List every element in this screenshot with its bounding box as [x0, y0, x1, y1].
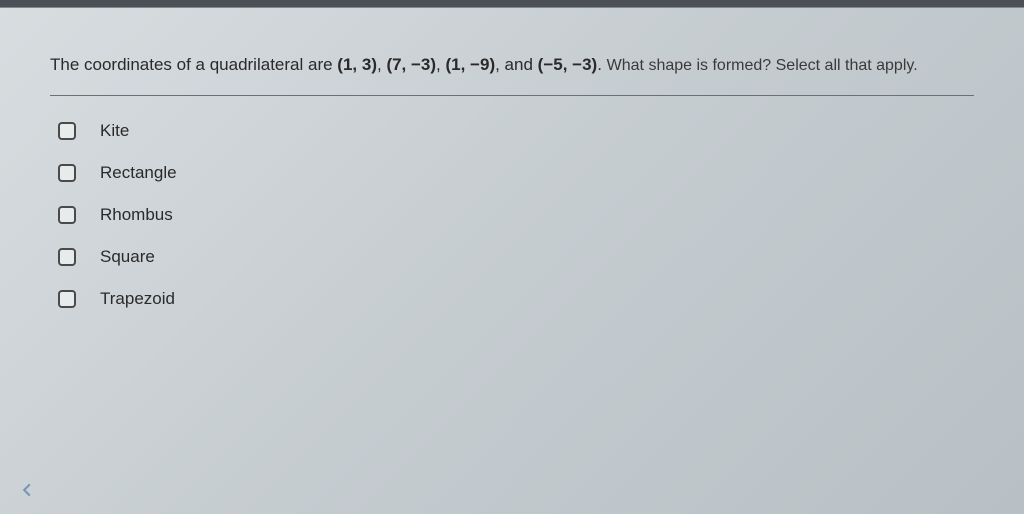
options-list: Kite Rectangle Rhombus Square Trapezoid: [50, 121, 974, 309]
sep-3: , and: [495, 55, 538, 74]
sep-2: ,: [436, 55, 445, 74]
question-text: The coordinates of a quadrilateral are (…: [50, 53, 974, 77]
question-divider: [50, 95, 974, 96]
option-item-rhombus[interactable]: Rhombus: [58, 205, 974, 225]
checkbox-rhombus[interactable]: [58, 206, 76, 224]
option-item-trapezoid[interactable]: Trapezoid: [58, 289, 974, 309]
option-label-rhombus: Rhombus: [100, 205, 173, 225]
coord-2: (7, −3): [386, 55, 436, 74]
option-item-rectangle[interactable]: Rectangle: [58, 163, 974, 183]
checkbox-rectangle[interactable]: [58, 164, 76, 182]
question-content-area: The coordinates of a quadrilateral are (…: [0, 8, 1024, 351]
checkbox-square[interactable]: [58, 248, 76, 266]
question-prompt: What shape is formed? Select all that ap…: [607, 57, 918, 74]
option-label-trapezoid: Trapezoid: [100, 289, 175, 309]
bottom-nav: [20, 483, 34, 502]
top-border-bar: [0, 0, 1024, 8]
coord-4: (−5, −3): [538, 55, 598, 74]
coord-3: (1, −9): [446, 55, 496, 74]
question-intro: The coordinates of a quadrilateral are: [50, 55, 337, 74]
option-item-kite[interactable]: Kite: [58, 121, 974, 141]
checkbox-kite[interactable]: [58, 122, 76, 140]
checkbox-trapezoid[interactable]: [58, 290, 76, 308]
option-label-rectangle: Rectangle: [100, 163, 177, 183]
option-label-kite: Kite: [100, 121, 129, 141]
prev-arrow-icon[interactable]: [20, 483, 34, 497]
period: .: [597, 55, 606, 74]
option-label-square: Square: [100, 247, 155, 267]
option-item-square[interactable]: Square: [58, 247, 974, 267]
coord-1: (1, 3): [337, 55, 377, 74]
